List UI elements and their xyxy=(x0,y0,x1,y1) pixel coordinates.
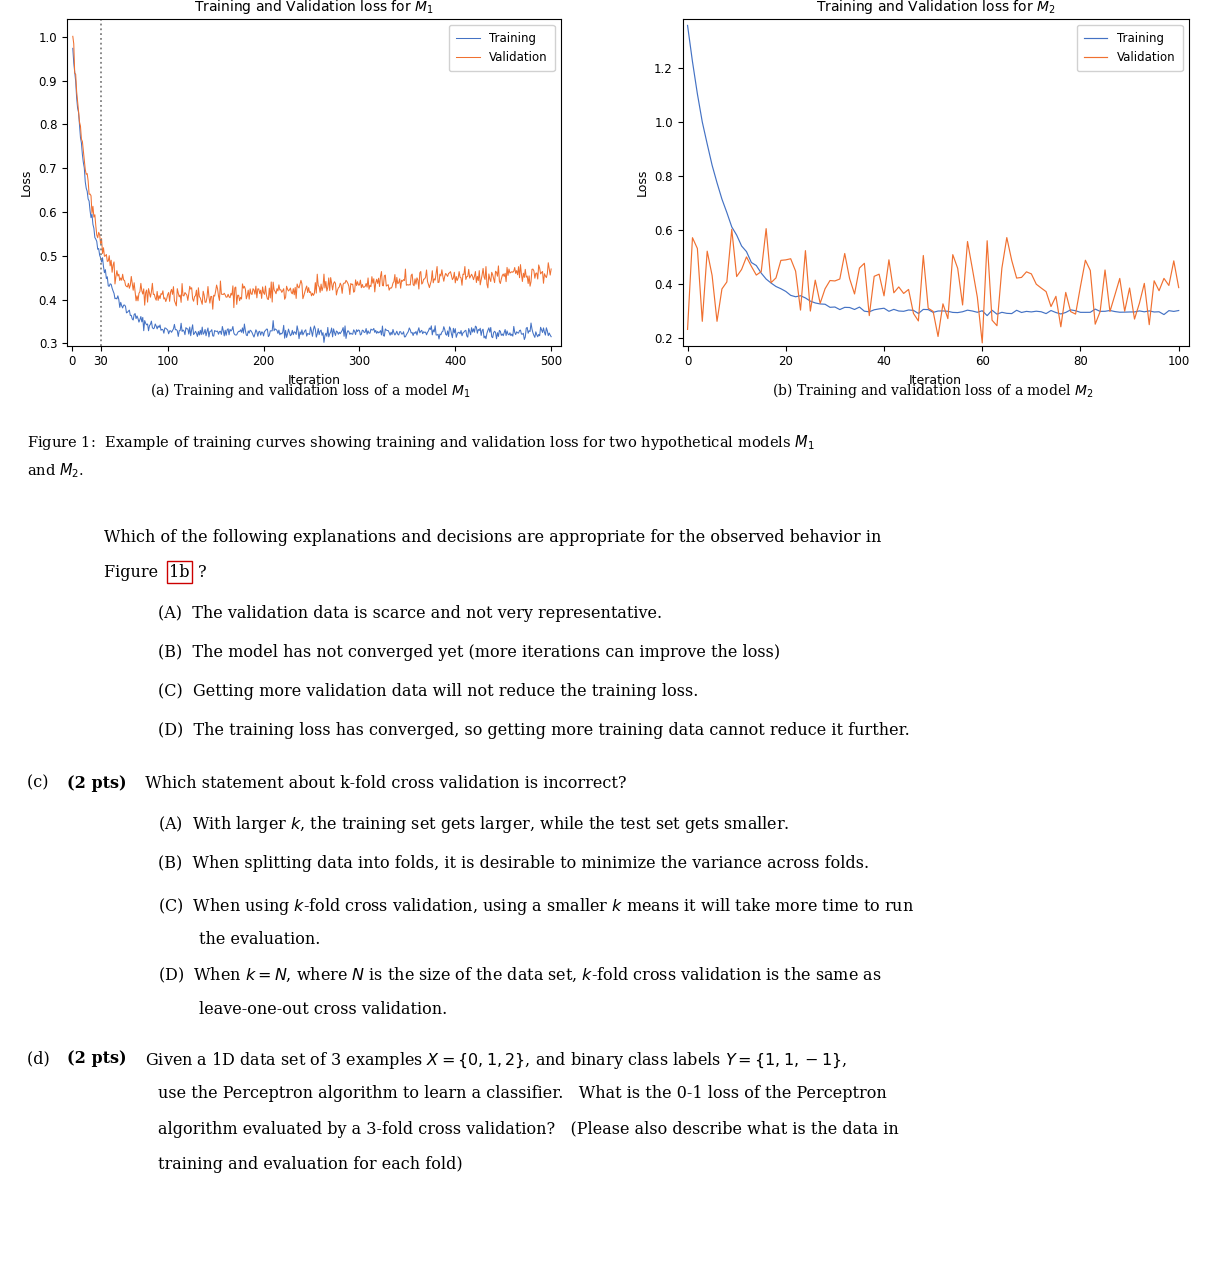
Training xyxy=(325,329,340,344)
Text: 1b: 1b xyxy=(169,563,190,581)
Legend: Training, Validation: Training, Validation xyxy=(1076,26,1182,72)
Training xyxy=(975,303,990,319)
Validation xyxy=(985,312,1000,328)
Validation xyxy=(975,335,990,351)
Validation xyxy=(714,282,729,297)
Y-axis label: Loss: Loss xyxy=(21,169,33,196)
Validation xyxy=(66,28,80,44)
Text: (D)  When $k = N$, where $N$ is the size of the data set, $k$-fold cross validat: (D) When $k = N$, where $N$ is the size … xyxy=(158,966,883,986)
Validation xyxy=(458,271,473,287)
Training xyxy=(906,302,920,317)
X-axis label: Iteration: Iteration xyxy=(288,374,340,387)
Line: Training: Training xyxy=(73,49,551,342)
Validation xyxy=(911,314,925,329)
Text: training and evaluation for each fold): training and evaluation for each fold) xyxy=(158,1156,463,1172)
Training xyxy=(1053,306,1068,321)
Text: Figure 1:  Example of training curves showing training and validation loss for t: Figure 1: Example of training curves sho… xyxy=(27,433,814,452)
Text: (C)  Getting more validation data will not reduce the training loss.: (C) Getting more validation data will no… xyxy=(158,684,698,700)
Validation xyxy=(296,288,311,303)
Text: (2 pts): (2 pts) xyxy=(67,1051,127,1068)
Training xyxy=(458,323,473,338)
Text: Figure: Figure xyxy=(104,563,163,581)
Validation xyxy=(680,321,695,337)
Text: ?: ? xyxy=(197,563,206,581)
Text: the evaluation.: the evaluation. xyxy=(158,931,321,948)
Text: (b) Training and validation loss of a model $M_2$: (b) Training and validation loss of a mo… xyxy=(772,381,1093,401)
Training xyxy=(803,293,818,308)
Y-axis label: Loss: Loss xyxy=(635,169,649,196)
Line: Validation: Validation xyxy=(73,36,551,310)
Training xyxy=(714,192,729,207)
Training xyxy=(544,329,558,344)
Legend: Training, Validation: Training, Validation xyxy=(449,26,555,72)
Text: use the Perceptron algorithm to learn a classifier.   What is the 0-1 loss of th: use the Perceptron algorithm to learn a … xyxy=(158,1085,887,1102)
Training xyxy=(351,323,366,338)
Validation xyxy=(808,273,823,288)
Training xyxy=(680,18,695,33)
Text: (A)  The validation data is scarce and not very representative.: (A) The validation data is scarce and no… xyxy=(158,605,663,622)
Training xyxy=(66,41,80,56)
Text: Which statement about k-fold cross validation is incorrect?: Which statement about k-fold cross valid… xyxy=(135,774,627,791)
Text: (B)  When splitting data into folds, it is desirable to minimize the variance ac: (B) When splitting data into folds, it i… xyxy=(158,855,869,872)
Line: Training: Training xyxy=(688,26,1179,316)
Validation xyxy=(1171,280,1186,296)
Text: (D)  The training loss has converged, so getting more training data cannot reduc: (D) The training loss has converged, so … xyxy=(158,722,911,739)
Title: Training and Validation loss for $M_1$: Training and Validation loss for $M_1$ xyxy=(194,0,434,15)
Text: Given a 1D data set of 3 examples $X = \{0, 1, 2\}$, and binary class labels $Y : Given a 1D data set of 3 examples $X = \… xyxy=(135,1051,847,1071)
Text: (B)  The model has not converged yet (more iterations can improve the loss): (B) The model has not converged yet (mor… xyxy=(158,644,780,660)
Text: and $M_2$.: and $M_2$. xyxy=(27,461,84,480)
Text: algorithm evaluated by a 3-fold cross validation?   (Please also describe what i: algorithm evaluated by a 3-fold cross va… xyxy=(158,1121,900,1138)
Validation xyxy=(325,283,340,298)
Text: (A)  With larger $k$, the training set gets larger, while the test set gets smal: (A) With larger $k$, the training set ge… xyxy=(158,814,790,835)
Training xyxy=(1171,303,1186,319)
Validation xyxy=(206,302,221,317)
Validation xyxy=(294,273,308,288)
Training xyxy=(1029,303,1043,319)
Text: (d): (d) xyxy=(27,1051,60,1068)
X-axis label: Iteration: Iteration xyxy=(909,374,962,387)
Training xyxy=(317,334,332,349)
Text: Which of the following explanations and decisions are appropriate for the observ: Which of the following explanations and … xyxy=(104,529,881,545)
Text: (C)  When using $k$-fold cross validation, using a smaller $k$ means it will tak: (C) When using $k$-fold cross validation… xyxy=(158,896,914,916)
Validation xyxy=(1058,284,1073,300)
Validation xyxy=(1034,280,1048,296)
Validation xyxy=(351,278,366,293)
Training xyxy=(980,308,995,324)
Training xyxy=(293,324,307,339)
Training xyxy=(533,320,547,335)
Line: Validation: Validation xyxy=(688,229,1179,343)
Training xyxy=(295,328,310,343)
Title: Training and Validation loss for $M_2$: Training and Validation loss for $M_2$ xyxy=(816,0,1056,15)
Text: leave-one-out cross validation.: leave-one-out cross validation. xyxy=(158,1001,447,1019)
Text: (a) Training and validation loss of a model $M_1$: (a) Training and validation loss of a mo… xyxy=(150,381,472,401)
Validation xyxy=(544,261,558,276)
Text: (c): (c) xyxy=(27,774,59,791)
Validation xyxy=(758,221,773,237)
Text: (2 pts): (2 pts) xyxy=(67,774,127,791)
Validation xyxy=(533,266,547,282)
